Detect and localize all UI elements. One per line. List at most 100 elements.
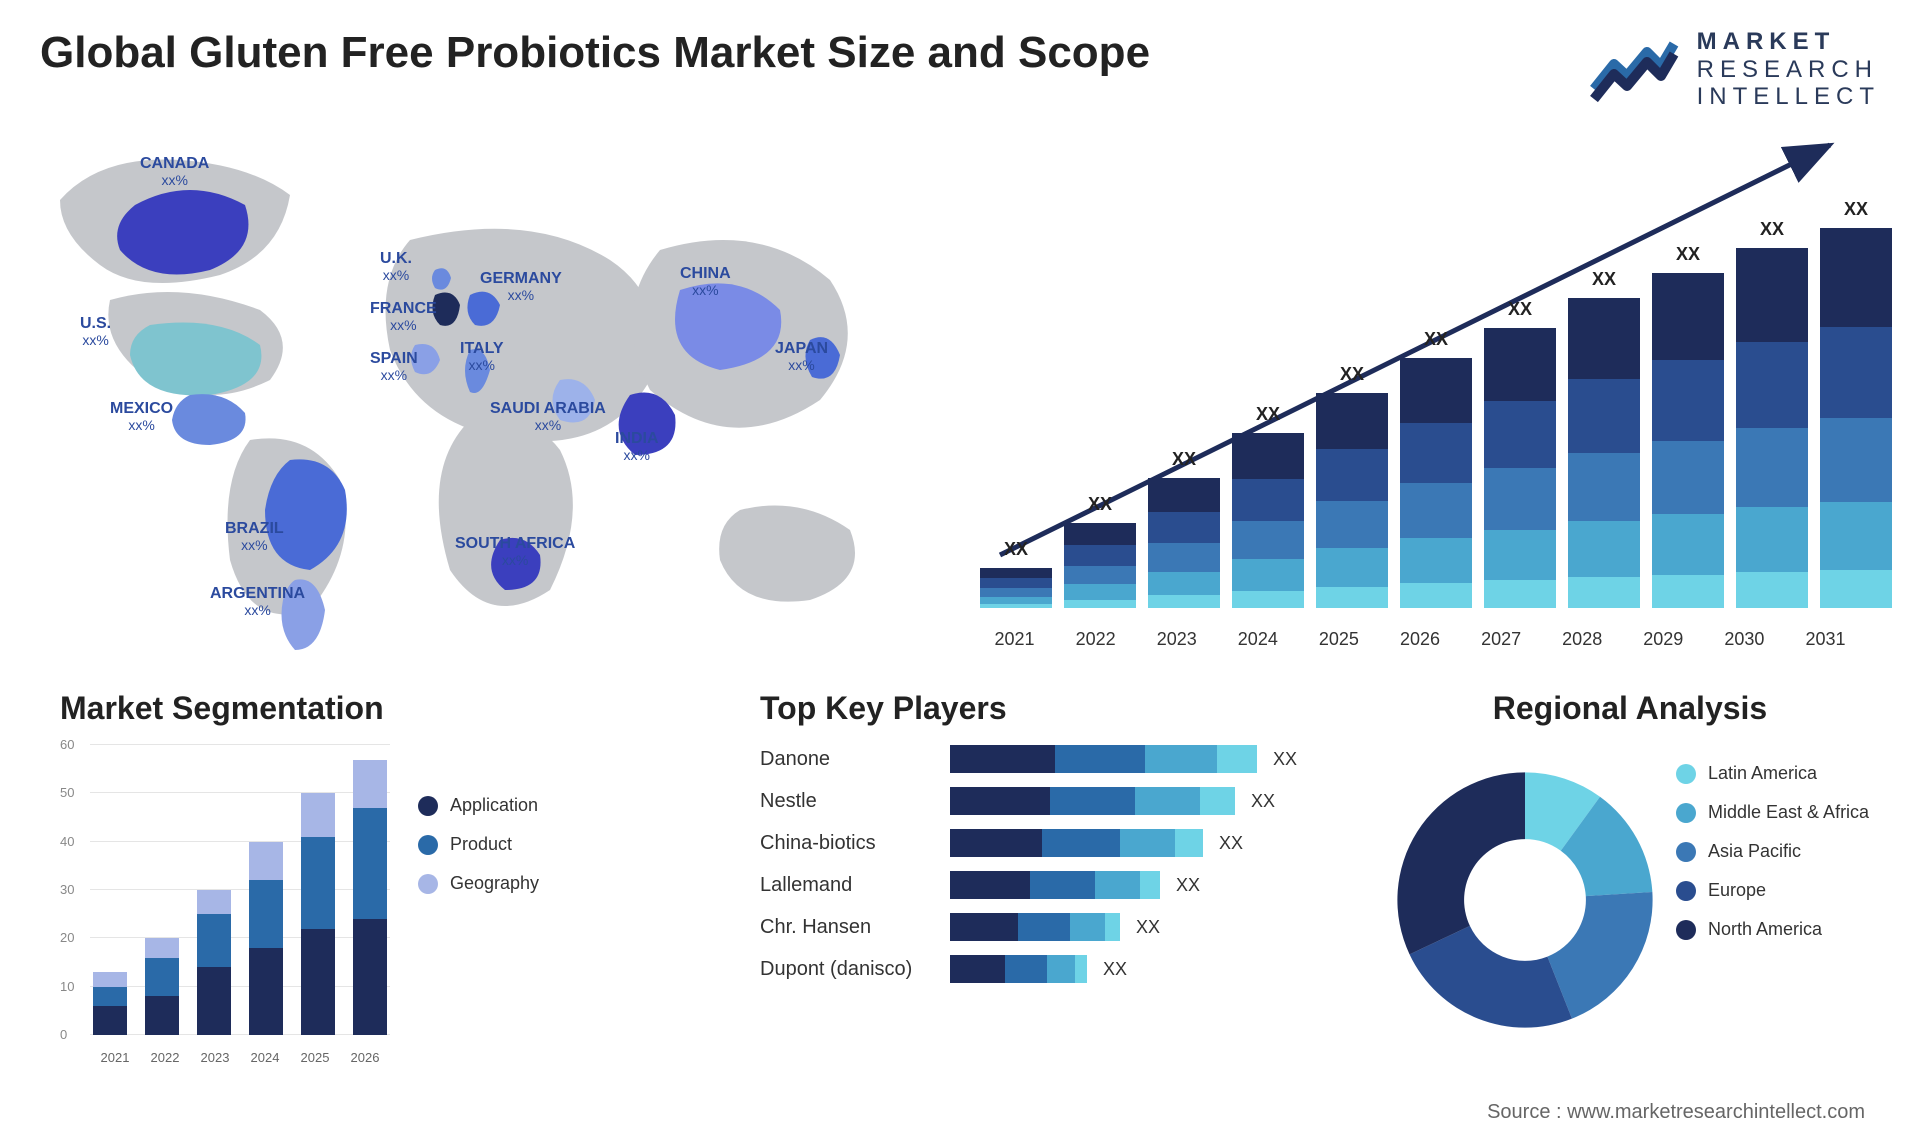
map-label: FRANCExx% xyxy=(370,300,437,333)
seg-x-tick: 2025 xyxy=(301,1050,330,1065)
seg-bar xyxy=(145,938,179,1035)
segmentation-chart: 202120222023202420252026 0102030405060 xyxy=(60,745,390,1065)
legend-item: North America xyxy=(1676,919,1869,940)
map-label: CANADAxx% xyxy=(140,155,209,188)
segmentation-legend: ApplicationProductGeography xyxy=(418,795,539,1065)
legend-item: Asia Pacific xyxy=(1676,841,1869,862)
player-value: XX xyxy=(1273,749,1297,770)
regional-title: Regional Analysis xyxy=(1380,690,1880,727)
map-label: ARGENTINAxx% xyxy=(210,585,305,618)
growth-bar-value: XX xyxy=(1256,404,1280,425)
logo-mark-icon xyxy=(1589,34,1679,104)
player-bar xyxy=(950,955,1087,983)
growth-x-tick: 2029 xyxy=(1629,629,1698,650)
seg-y-tick: 40 xyxy=(60,834,74,849)
seg-y-tick: 30 xyxy=(60,882,74,897)
player-bar xyxy=(950,787,1235,815)
legend-item: Geography xyxy=(418,873,539,894)
player-row: Dupont (danisco) XX xyxy=(760,955,1320,983)
player-name: Nestle xyxy=(760,790,950,813)
map-label: U.S.xx% xyxy=(80,315,111,348)
segmentation-title: Market Segmentation xyxy=(60,690,600,727)
seg-y-tick: 50 xyxy=(60,785,74,800)
player-name: Dupont (danisco) xyxy=(760,958,950,981)
growth-bar: XX xyxy=(1820,199,1892,608)
map-label: U.K.xx% xyxy=(380,250,412,283)
player-name: Danone xyxy=(760,748,950,771)
player-value: XX xyxy=(1219,833,1243,854)
growth-x-tick: 2027 xyxy=(1467,629,1536,650)
player-name: China-biotics xyxy=(760,832,950,855)
growth-bar: XX xyxy=(1148,449,1220,608)
player-row: Danone XX xyxy=(760,745,1320,773)
seg-x-tick: 2023 xyxy=(201,1050,230,1065)
seg-bar xyxy=(353,760,387,1035)
player-bar xyxy=(950,913,1120,941)
growth-bar-value: XX xyxy=(1676,244,1700,265)
growth-bar: XX xyxy=(1652,244,1724,608)
legend-item: Europe xyxy=(1676,880,1869,901)
map-label: ITALYxx% xyxy=(460,340,504,373)
world-map-region: CANADAxx% U.S.xx% MEXICOxx% BRAZILxx% ARGENT… xyxy=(40,140,940,660)
map-label: GERMANYxx% xyxy=(480,270,562,303)
seg-y-tick: 60 xyxy=(60,737,74,752)
player-name: Lallemand xyxy=(760,874,950,897)
legend-item: Latin America xyxy=(1676,763,1869,784)
map-label: SPAINxx% xyxy=(370,350,418,383)
player-row: NestleXX xyxy=(760,787,1320,815)
growth-bar-value: XX xyxy=(1760,219,1784,240)
page-header: Global Gluten Free Probiotics Market Siz… xyxy=(40,28,1880,111)
growth-bar-value: XX xyxy=(1508,299,1532,320)
seg-bar xyxy=(93,972,127,1035)
seg-x-tick: 2026 xyxy=(351,1050,380,1065)
page-title: Global Gluten Free Probiotics Market Siz… xyxy=(40,28,1150,78)
seg-bar xyxy=(249,842,283,1035)
growth-x-tick: 2030 xyxy=(1710,629,1779,650)
segmentation-panel: Market Segmentation 2021 2022 2023 2024 2025… xyxy=(60,690,600,1065)
growth-bar-value: XX xyxy=(1004,539,1028,560)
seg-y-tick: 0 xyxy=(60,1027,67,1042)
legend-item: Product xyxy=(418,834,539,855)
growth-bar-chart: XXXXXXXXXXXXXXXXXXXXXX 20212022202320242… xyxy=(980,155,1860,650)
player-bar xyxy=(950,829,1203,857)
seg-y-tick: 20 xyxy=(60,930,74,945)
regional-legend: Latin America Middle East & Africa Asia Pa… xyxy=(1676,763,1869,1045)
seg-x-tick: 2022 xyxy=(151,1050,180,1065)
map-label: BRAZILxx% xyxy=(225,520,284,553)
growth-bar: XX xyxy=(1316,364,1388,608)
growth-x-tick: 2026 xyxy=(1385,629,1454,650)
growth-bar: XX xyxy=(980,539,1052,608)
player-value: XX xyxy=(1103,959,1127,980)
player-bar xyxy=(950,871,1160,899)
seg-bar xyxy=(197,890,231,1035)
growth-bar: XX xyxy=(1064,494,1136,608)
player-name: Chr. Hansen xyxy=(760,916,950,939)
growth-bar: XX xyxy=(1484,299,1556,608)
player-row: Chr. Hansen XX xyxy=(760,913,1320,941)
seg-y-tick: 10 xyxy=(60,979,74,994)
growth-x-tick: 2023 xyxy=(1142,629,1211,650)
map-label: SOUTH AFRICAxx% xyxy=(455,535,575,568)
regional-donut xyxy=(1380,755,1670,1045)
growth-bar-value: XX xyxy=(1844,199,1868,220)
map-label: CHINAxx% xyxy=(680,265,731,298)
seg-x-tick: 2024 xyxy=(251,1050,280,1065)
growth-x-tick: 2031 xyxy=(1791,629,1860,650)
growth-x-tick: 2028 xyxy=(1548,629,1617,650)
seg-x-tick: 2021 xyxy=(101,1050,130,1065)
logo-text: MARKET RESEARCH INTELLECT xyxy=(1697,28,1880,111)
map-label: MEXICOxx% xyxy=(110,400,173,433)
player-value: XX xyxy=(1136,917,1160,938)
growth-bar-value: XX xyxy=(1592,269,1616,290)
legend-item: Middle East & Africa xyxy=(1676,802,1869,823)
growth-bar: XX xyxy=(1568,269,1640,608)
player-value: XX xyxy=(1176,875,1200,896)
seg-bar xyxy=(301,793,335,1035)
growth-bar: XX xyxy=(1736,219,1808,608)
growth-bar-value: XX xyxy=(1424,329,1448,350)
growth-x-tick: 2024 xyxy=(1223,629,1292,650)
growth-x-tick: 2022 xyxy=(1061,629,1130,650)
growth-bar: XX xyxy=(1232,404,1304,608)
growth-x-tick: 2021 xyxy=(980,629,1049,650)
growth-bar-value: XX xyxy=(1340,364,1364,385)
